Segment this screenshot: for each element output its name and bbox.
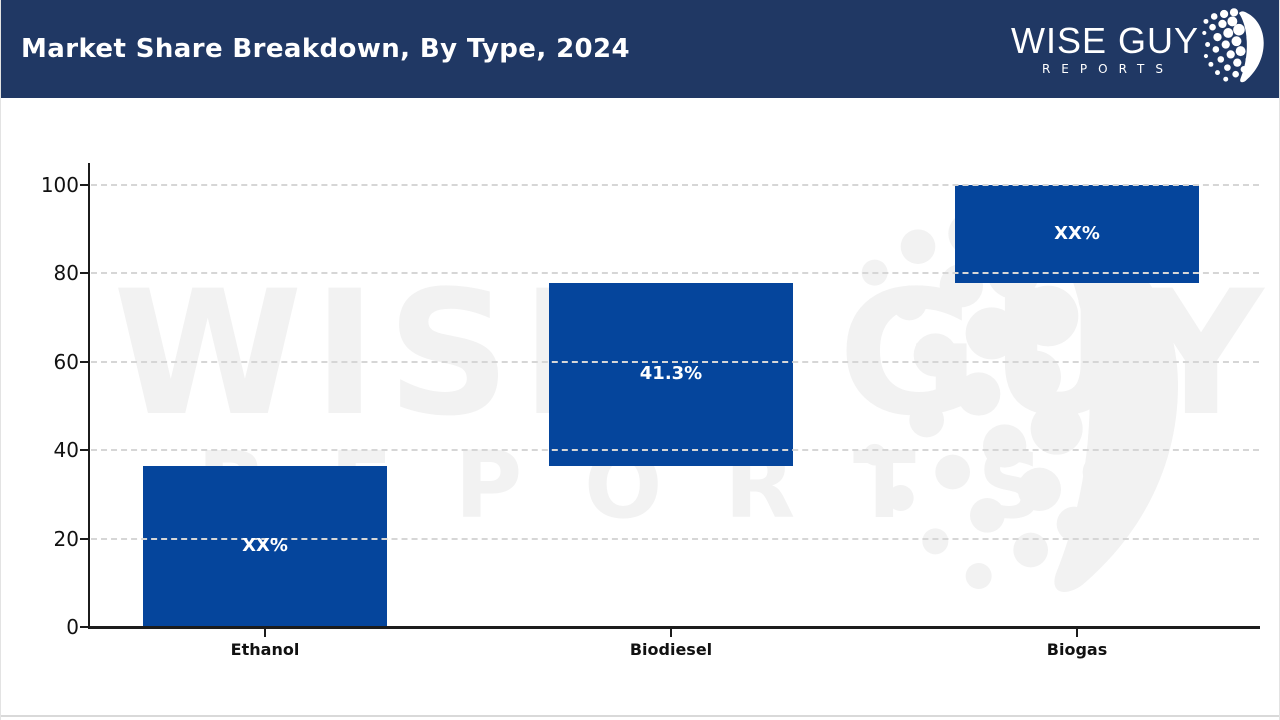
- y-tick-mark: [80, 537, 89, 540]
- logo-subtitle: REPORTS: [1041, 61, 1174, 76]
- wiseguy-logo: WISE GUY REPORTS: [1011, 8, 1267, 90]
- y-tick-mark: [80, 626, 89, 628]
- y-tick-label: 100: [40, 173, 79, 197]
- gridline: [91, 360, 1259, 363]
- bar-ethanol: [143, 465, 387, 627]
- bar-value-label: XX%: [1054, 223, 1100, 245]
- x-category-label: Ethanol: [230, 640, 300, 659]
- bar-value-label: XX%: [242, 535, 288, 557]
- y-tick-label: 60: [53, 349, 79, 374]
- x-axis-line: [88, 626, 1260, 629]
- bar-value-label: 41.3%: [639, 363, 703, 385]
- y-tick-mark: [80, 360, 89, 363]
- y-tick-label: 80: [53, 261, 79, 286]
- y-tick-mark: [80, 184, 89, 186]
- gridline: [91, 449, 1259, 452]
- y-tick-mark: [80, 272, 89, 275]
- wiseguy-face-icon: [1201, 8, 1267, 90]
- page-title: Market Share Breakdown, By Type, 2024: [21, 34, 631, 64]
- gridline: [91, 184, 1259, 186]
- logo-text: WISE GUY REPORTS: [1010, 19, 1199, 76]
- x-tick-mark: [1076, 629, 1078, 637]
- x-category-label: Biodiesel: [629, 640, 713, 659]
- bottom-border: [1, 715, 1279, 717]
- y-tick-label: 20: [53, 526, 79, 551]
- y-axis-line: [88, 163, 90, 629]
- bar-biodiesel: [549, 283, 793, 466]
- y-tick-label: 0: [66, 615, 79, 639]
- header: Market Share Breakdown, By Type, 2024 WI…: [1, 0, 1279, 98]
- y-tick-mark: [80, 449, 89, 452]
- gridline: [91, 537, 1259, 540]
- x-category-label: Biogas: [1046, 640, 1108, 659]
- x-tick-mark: [264, 629, 266, 637]
- logo-wordmark: WISE GUY: [1010, 19, 1199, 61]
- x-tick-mark: [670, 629, 672, 637]
- y-tick-label: 40: [53, 438, 79, 463]
- gridline: [91, 272, 1259, 275]
